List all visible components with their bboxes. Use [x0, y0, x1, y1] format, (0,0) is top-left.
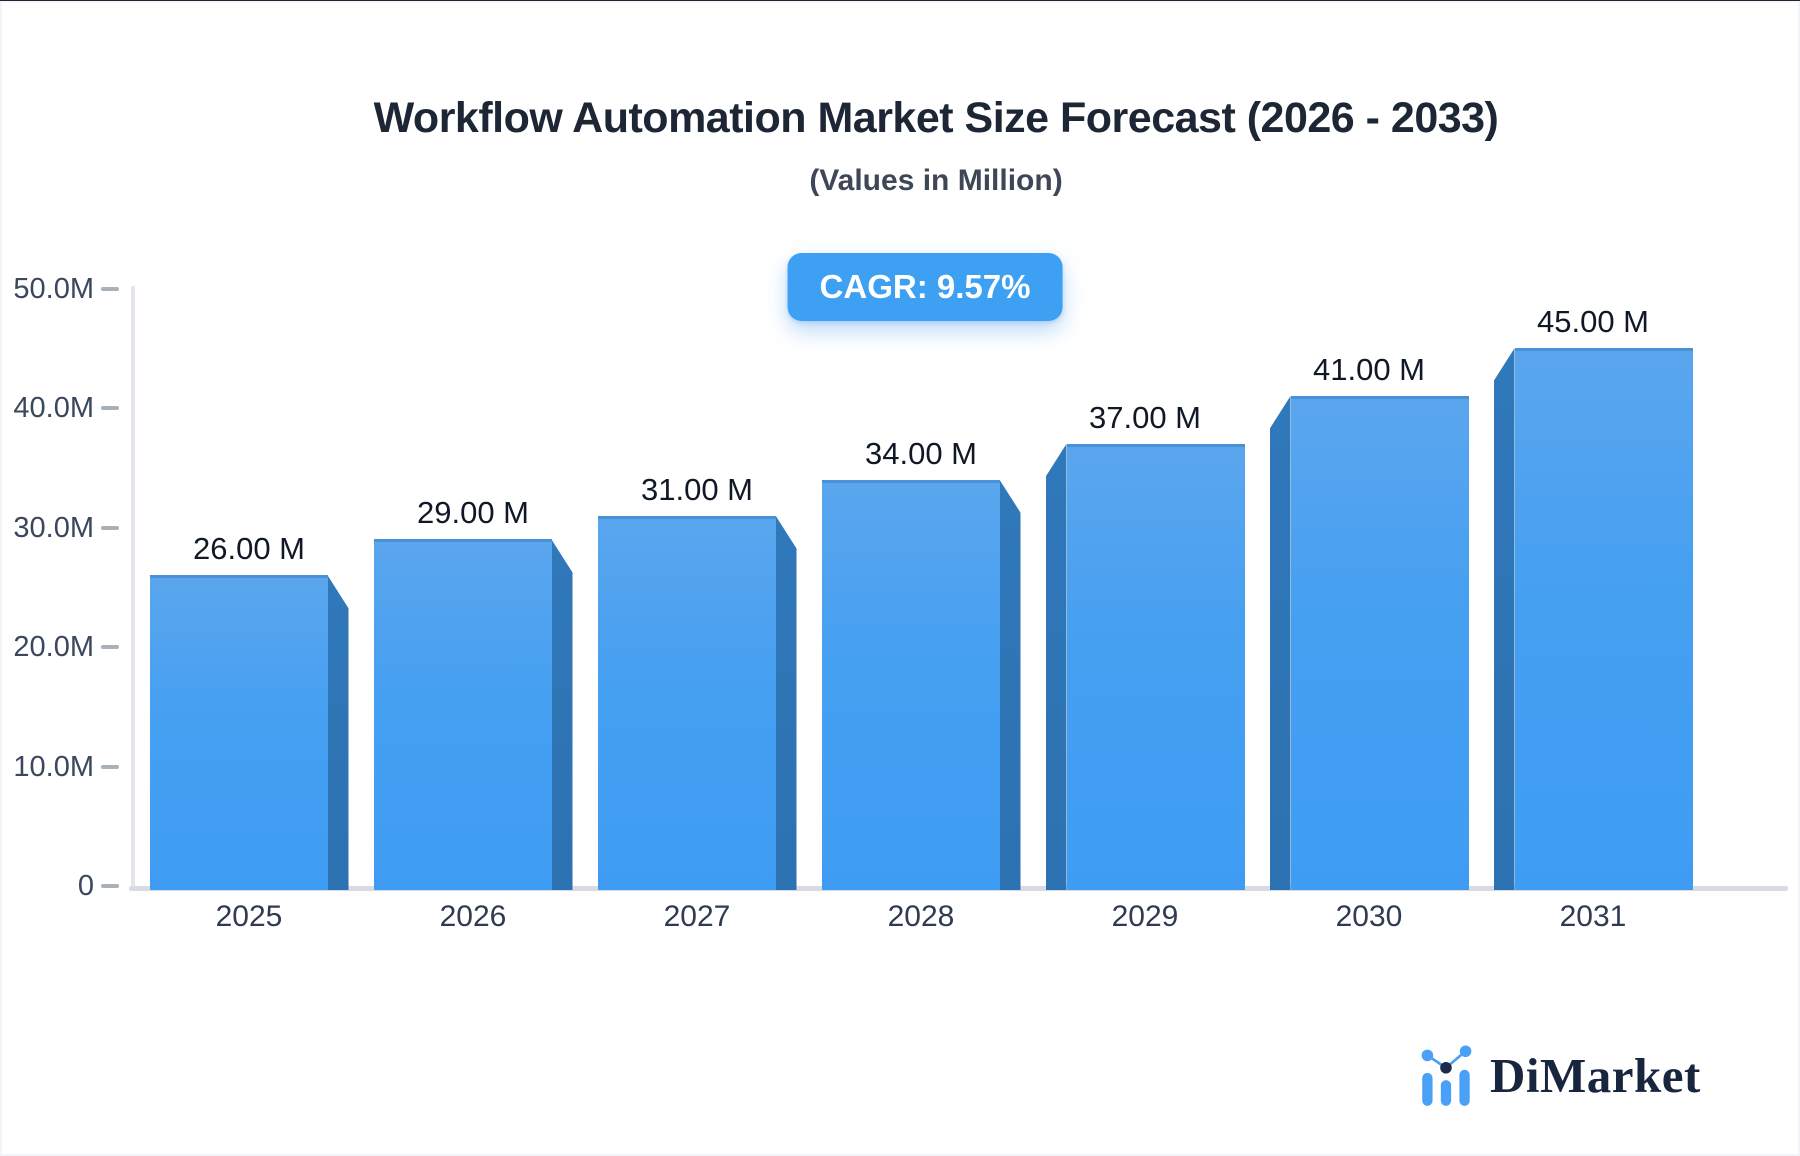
- bar-2025-side-face: [327, 575, 349, 890]
- x-axis-label: 2030: [1335, 900, 1403, 933]
- x-axis-label: 2029: [1111, 900, 1179, 933]
- x-axis-label: 2025: [215, 900, 283, 933]
- chart-subtitle: (Values in Million): [809, 164, 1063, 197]
- y-axis-tick-label: 10.0M: [13, 750, 94, 783]
- bar-value-label: 37.00 M: [1088, 399, 1201, 435]
- bar-value-label: 34.00 M: [864, 435, 977, 471]
- bar-value-label: 26.00 M: [192, 531, 305, 567]
- bar-2031[interactable]: [1514, 348, 1693, 890]
- bar-2029-side-face: [1045, 443, 1067, 890]
- bar-2025[interactable]: [149, 575, 328, 890]
- y-axis-tick: [101, 525, 119, 530]
- bar-2028[interactable]: [821, 479, 1000, 890]
- dimarket-logo-text: DiMarket: [1490, 1048, 1701, 1103]
- y-axis-tick: [101, 764, 119, 769]
- y-axis-tick-label: 0: [77, 870, 94, 902]
- x-axis-label: 2026: [439, 900, 507, 933]
- window-top-border: [0, 0, 1800, 3]
- y-axis-line: [131, 286, 135, 891]
- bar-2028-side-face: [999, 479, 1021, 890]
- dimarket-logo: DiMarket: [1420, 1042, 1701, 1110]
- x-axis-label: 2027: [663, 900, 731, 933]
- bar-value-label: 31.00 M: [640, 471, 753, 507]
- bar-2030-side-face: [1269, 396, 1291, 890]
- y-axis-tick-label: 30.0M: [13, 511, 94, 544]
- chart-title: Workflow Automation Market Size Forecast…: [373, 94, 1499, 142]
- bar-value-label: 29.00 M: [416, 495, 529, 531]
- bar-2029[interactable]: [1066, 443, 1245, 890]
- y-axis-tick-label: 40.0M: [13, 392, 94, 424]
- y-axis-tick-label: 20.0M: [13, 631, 94, 663]
- bar-2026[interactable]: [373, 539, 552, 890]
- y-axis-tick: [101, 645, 119, 649]
- bar-2031-side-face: [1493, 348, 1515, 890]
- cagr-badge: CAGR: 9.57%: [787, 253, 1063, 321]
- bar-chart-logo-icon: [1420, 1044, 1474, 1108]
- y-axis-tick: [101, 406, 119, 410]
- y-axis-tick: [101, 286, 119, 291]
- bar-2030[interactable]: [1290, 396, 1469, 890]
- y-axis-tick-label: 50.0M: [13, 272, 94, 305]
- bar-2027[interactable]: [597, 515, 776, 890]
- y-axis-tick: [101, 884, 119, 888]
- x-axis-label: 2031: [1559, 900, 1627, 933]
- bar-value-label: 45.00 M: [1536, 304, 1649, 340]
- bar-2026-side-face: [551, 539, 573, 890]
- bar-value-label: 41.00 M: [1312, 352, 1425, 388]
- x-axis-label: 2028: [887, 900, 955, 933]
- bar-2027-side-face: [775, 515, 797, 890]
